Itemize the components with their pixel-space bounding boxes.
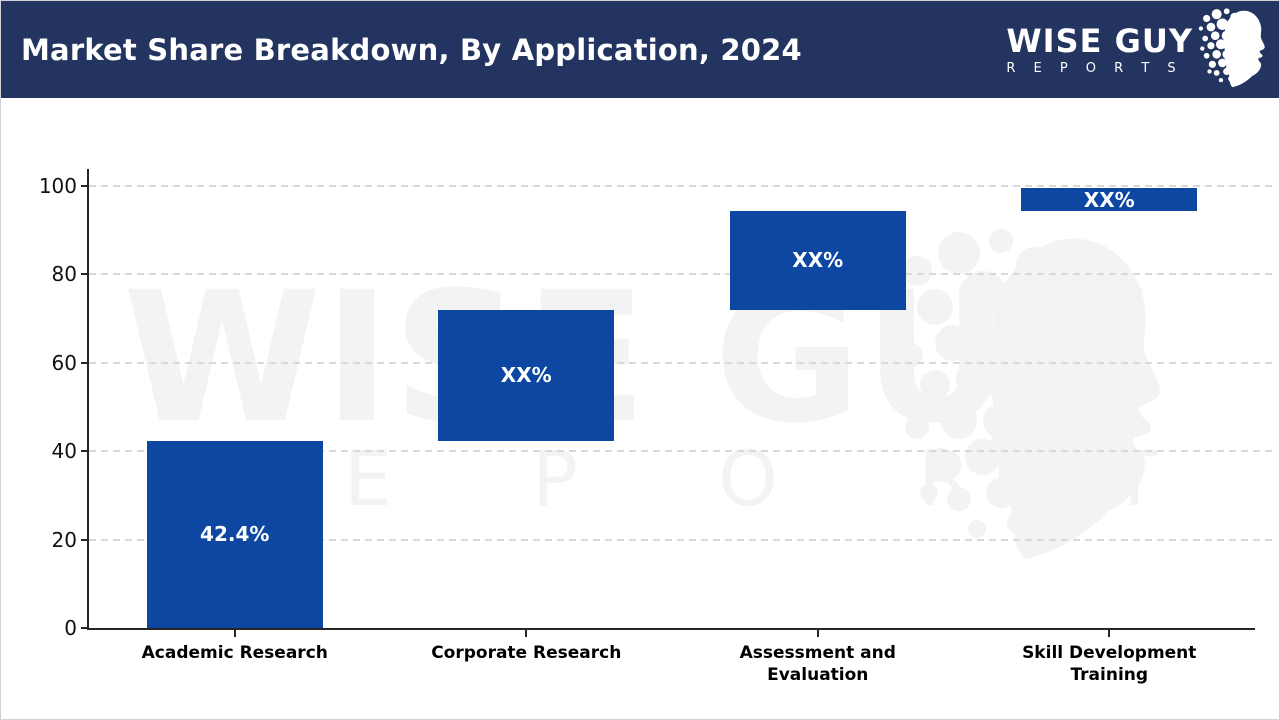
y-axis-tick-label: 0: [64, 616, 77, 640]
y-axis-tick-label: 20: [51, 527, 77, 552]
gridline-80: [89, 273, 1273, 276]
gridline-60: [89, 361, 1273, 364]
y-axis-tick-label: 100: [38, 174, 77, 198]
bar-corporate-research: XX%: [438, 309, 615, 441]
bar-value-label: XX%: [500, 363, 552, 388]
y-axis-tick: [81, 185, 89, 187]
bar-value-label: 42.4%: [200, 522, 270, 547]
y-axis-tick: [81, 538, 89, 541]
y-axis-tick: [81, 627, 89, 629]
wiseguy-head-icon: [1198, 8, 1265, 88]
bar-skill-development-training: XX%: [1021, 187, 1198, 212]
gridline-40: [89, 450, 1273, 453]
bar-assessment-and-evaluation: XX%: [729, 211, 906, 310]
x-axis-category-label: Academic Research: [141, 643, 328, 663]
logo-tagline: R E P O R T S: [1006, 60, 1183, 76]
x-axis-tick: [233, 628, 236, 637]
y-axis-spine: [87, 169, 89, 630]
chart-area: WISE GUY R E P O R T S 0 20 40 60 80 100 42.4%…: [1, 98, 1279, 719]
y-axis-tick: [81, 273, 89, 276]
x-axis-tick: [525, 628, 528, 637]
page-title: Market Share Breakdown, By Application, …: [21, 32, 802, 67]
bar-value-label: XX%: [792, 248, 844, 273]
x-axis-tick: [1108, 628, 1111, 637]
y-axis-tick-label: 60: [51, 350, 77, 375]
bar-academic-research: 42.4%: [146, 440, 323, 628]
x-axis-category-label: Corporate Research: [431, 643, 622, 663]
x-axis-category-label: Skill Development Training: [1022, 643, 1197, 686]
x-axis-spine: [87, 628, 1255, 630]
y-axis-tick: [81, 450, 89, 453]
y-axis-tick-label: 40: [51, 439, 77, 464]
bar-value-label: XX%: [1083, 187, 1135, 212]
gridline-20: [89, 538, 1273, 541]
header: Market Share Breakdown, By Application, …: [1, 1, 1279, 98]
wiseguy-logo: WISE GUY R E P O R T S: [1006, 5, 1267, 95]
gridline-100: [89, 185, 1273, 187]
plot: 0 20 40 60 80 100 42.4% Academic Research XX% Cor…: [1, 98, 1279, 719]
y-axis-tick-label: 80: [51, 262, 77, 287]
x-axis-category-label: Assessment and Evaluation: [739, 643, 896, 686]
x-axis-tick: [816, 628, 819, 637]
y-axis-tick: [81, 361, 89, 364]
logo-wordmark: WISE GUY: [1006, 22, 1193, 61]
logo-text: WISE GUY R E P O R T S: [1006, 22, 1193, 76]
